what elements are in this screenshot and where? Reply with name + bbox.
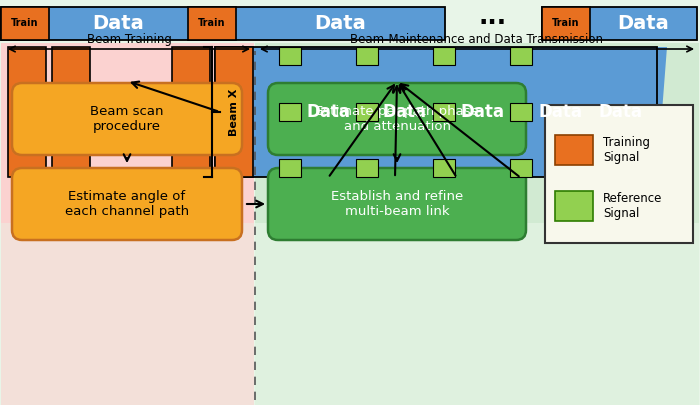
- Bar: [555, 191, 593, 221]
- Text: ···: ···: [479, 11, 507, 36]
- FancyBboxPatch shape: [268, 83, 526, 155]
- Bar: [172, 47, 210, 177]
- Bar: [356, 103, 378, 121]
- FancyBboxPatch shape: [268, 168, 526, 240]
- Bar: [215, 47, 657, 177]
- Bar: [510, 159, 532, 177]
- Text: Data: Data: [617, 14, 669, 33]
- Bar: [542, 7, 697, 40]
- Bar: [52, 47, 90, 177]
- Text: Training
Signal: Training Signal: [603, 136, 650, 164]
- Text: Beam 1: Beam 1: [22, 89, 32, 135]
- Bar: [279, 159, 301, 177]
- FancyBboxPatch shape: [12, 168, 242, 240]
- Text: Beam X: Beam X: [229, 88, 239, 136]
- Bar: [1, 7, 49, 40]
- Polygon shape: [637, 47, 667, 177]
- Text: Beam scan
procedure: Beam scan procedure: [90, 105, 164, 133]
- Bar: [188, 7, 236, 40]
- Bar: [433, 47, 455, 65]
- Bar: [1, 7, 445, 40]
- Text: Beam-Maintenance and Data Transmission: Beam-Maintenance and Data Transmission: [351, 33, 603, 46]
- Text: Data: Data: [538, 103, 582, 121]
- Text: Reference
Signal: Reference Signal: [603, 192, 662, 220]
- Bar: [279, 103, 301, 121]
- Text: Beam X: Beam X: [186, 88, 196, 136]
- Bar: [215, 47, 253, 177]
- Text: ···: ···: [109, 102, 134, 122]
- Text: Estimate per-path phase
and attenuation: Estimate per-path phase and attenuation: [315, 105, 479, 133]
- Text: Data: Data: [92, 14, 144, 33]
- Text: Train: Train: [198, 19, 225, 28]
- Text: Establish and refine
multi-beam link: Establish and refine multi-beam link: [331, 190, 463, 218]
- Bar: [279, 47, 301, 65]
- Bar: [1, 43, 254, 223]
- Bar: [510, 47, 532, 65]
- Text: Data: Data: [306, 103, 350, 121]
- Bar: [433, 159, 455, 177]
- Bar: [356, 159, 378, 177]
- FancyBboxPatch shape: [12, 83, 242, 155]
- Bar: [8, 47, 46, 177]
- Bar: [555, 135, 593, 165]
- Bar: [255, 223, 699, 405]
- Text: Beam Training: Beam Training: [87, 33, 172, 46]
- Bar: [1, 223, 254, 405]
- Bar: [542, 7, 590, 40]
- Text: Train: Train: [552, 19, 580, 28]
- Text: Estimate angle of
each channel path: Estimate angle of each channel path: [65, 190, 189, 218]
- Bar: [215, 47, 637, 177]
- Text: Data: Data: [598, 103, 642, 121]
- Text: Beam 2: Beam 2: [66, 89, 76, 135]
- Bar: [545, 105, 693, 243]
- Text: Data: Data: [460, 103, 504, 121]
- Text: Data: Data: [383, 103, 427, 121]
- Text: Train: Train: [11, 19, 38, 28]
- Bar: [433, 103, 455, 121]
- Bar: [510, 103, 532, 121]
- Text: Data: Data: [314, 14, 366, 33]
- Bar: [255, 43, 699, 223]
- Bar: [356, 47, 378, 65]
